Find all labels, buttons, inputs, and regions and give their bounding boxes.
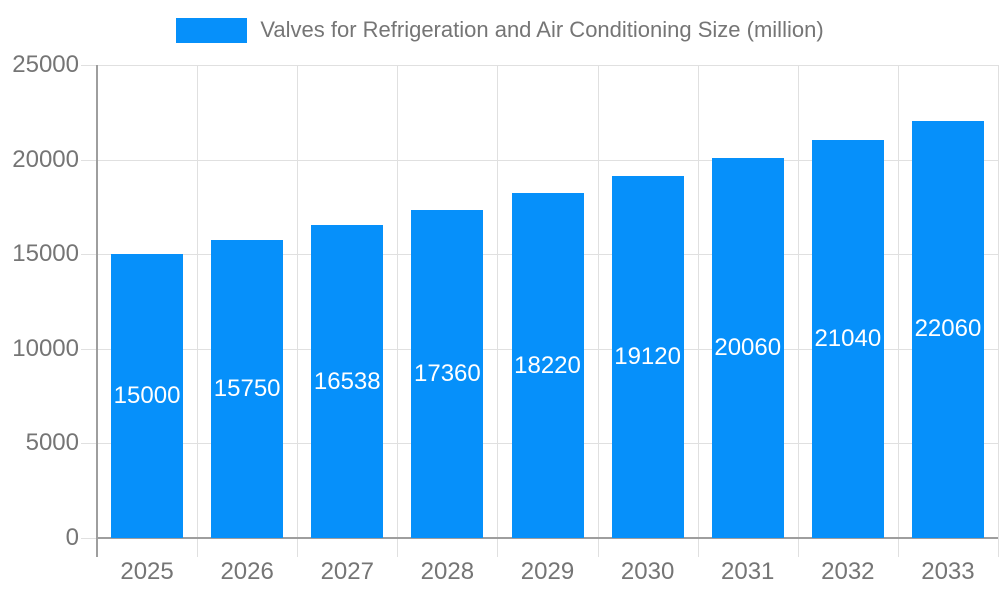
legend-swatch-icon xyxy=(176,17,248,43)
y-axis-tick-label: 10000 xyxy=(12,334,79,362)
x-axis-tick xyxy=(797,538,799,557)
x-axis-line xyxy=(97,537,998,539)
x-axis-tick xyxy=(597,538,599,557)
bar-value-label: 21040 xyxy=(814,324,882,352)
x-axis-tick xyxy=(297,538,299,557)
bar-value-label: 18220 xyxy=(514,351,581,379)
bar-2025 xyxy=(111,254,184,538)
chart-legend: Valves for Refrigeration and Air Conditi… xyxy=(0,17,1000,43)
gridline-vertical xyxy=(998,65,999,538)
y-axis-tick xyxy=(81,538,97,539)
bar-value-label: 17360 xyxy=(414,359,481,387)
bar-value-label: 19120 xyxy=(614,343,681,371)
gridline-horizontal xyxy=(81,65,998,66)
y-axis-tick-label: 5000 xyxy=(25,429,79,457)
y-axis-tick-label: 20000 xyxy=(12,145,79,173)
x-axis-tick xyxy=(697,538,699,557)
bar-2031 xyxy=(711,158,784,538)
x-axis-tick-label: 2028 xyxy=(420,558,475,585)
x-axis-tick-label: 2031 xyxy=(721,558,775,585)
x-axis-tick xyxy=(197,538,199,557)
bar-2026 xyxy=(211,240,284,538)
y-axis-line xyxy=(96,65,98,557)
x-axis-tick-label: 2025 xyxy=(120,558,174,585)
x-axis-tick-label: 2027 xyxy=(320,558,374,585)
bar-2027 xyxy=(311,225,384,538)
x-axis-tick-label: 2033 xyxy=(921,558,975,585)
x-axis-tick xyxy=(998,538,999,557)
gridline-vertical xyxy=(697,65,699,538)
bar-value-label: 22060 xyxy=(914,315,982,343)
x-axis-tick xyxy=(497,538,499,557)
y-axis-tick-label: 15000 xyxy=(12,240,79,268)
bar-value-label: 15750 xyxy=(213,375,281,402)
y-axis-tick-label: 25000 xyxy=(12,51,79,78)
gridline-vertical xyxy=(397,65,399,538)
x-axis-tick-label: 2026 xyxy=(220,558,274,585)
bar-2033 xyxy=(911,120,984,538)
chart-title: Valves for Refrigeration and Air Conditi… xyxy=(260,17,824,42)
y-axis-tick-label: 0 xyxy=(65,524,79,551)
bar-2029 xyxy=(511,193,584,538)
x-axis-tick xyxy=(397,538,399,557)
gridline-vertical xyxy=(597,65,599,538)
bar-value-label: 15000 xyxy=(113,382,181,410)
bar-2028 xyxy=(411,209,484,538)
bar-value-label: 20060 xyxy=(714,334,782,362)
gridline-vertical xyxy=(497,65,499,538)
gridline-vertical xyxy=(297,65,299,538)
bar-2030 xyxy=(611,176,684,538)
gridline-vertical xyxy=(197,65,199,538)
x-axis-tick-label: 2029 xyxy=(520,558,575,585)
gridline-horizontal xyxy=(81,159,998,161)
gridline-vertical xyxy=(797,65,799,538)
bar-value-label: 16538 xyxy=(313,367,381,395)
x-axis-tick-label: 2030 xyxy=(620,558,675,585)
gridline-vertical xyxy=(897,65,899,538)
x-axis-tick-label: 2032 xyxy=(821,558,875,585)
x-axis-tick xyxy=(897,538,899,557)
bar-2032 xyxy=(811,139,884,538)
